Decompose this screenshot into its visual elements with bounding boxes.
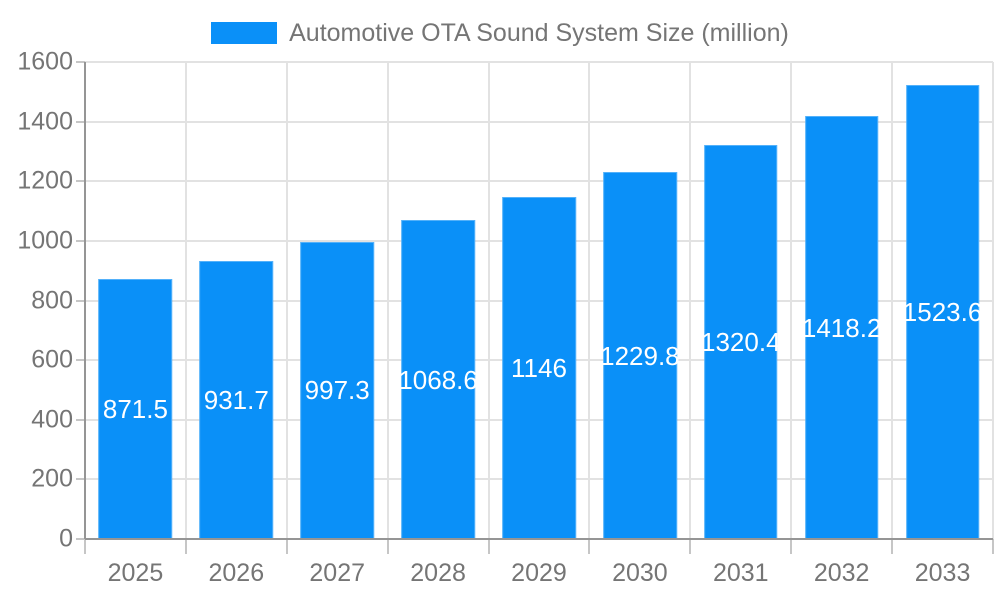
x-axis-category-label: 2027 (309, 559, 366, 587)
bar-2026[interactable] (199, 261, 274, 539)
bar-value-label: 1146 (511, 353, 567, 384)
x-axis-category-label: 2028 (410, 559, 466, 587)
bar-column: 931.7 2026 (186, 62, 287, 587)
legend-label[interactable]: Automotive OTA Sound System Size (millio… (289, 18, 789, 47)
bar-column: 1418.2 2032 (791, 62, 892, 587)
x-axis-category-label: 2025 (107, 559, 164, 587)
bar-value-label: 1068.6 (398, 364, 478, 395)
gridline-vertical (386, 62, 389, 539)
y-axis-tick (76, 538, 85, 540)
bar-2029[interactable] (502, 197, 576, 539)
y-axis-tick (76, 478, 85, 481)
y-axis-tick-label: 1600 (17, 47, 73, 76)
gridline-horizontal (85, 61, 993, 63)
bar-column: 997.3 2027 (287, 62, 388, 587)
bar-value-label: 871.5 (102, 394, 168, 425)
bar-value-label: 1523.6 (902, 296, 983, 327)
x-axis-tick (891, 539, 894, 554)
y-axis-tick (76, 299, 85, 302)
x-axis-tick (992, 539, 994, 554)
bar-2031[interactable] (703, 145, 778, 539)
x-axis-category-label: 2026 (208, 559, 265, 587)
plot-area: 0 200 400 600 800 1000 1200 1400 1600 871.5 2025 93… (17, 49, 994, 587)
bar-2033[interactable] (905, 84, 980, 539)
bar-column: 1068.6 2028 (388, 62, 489, 587)
x-axis-tick (386, 539, 389, 554)
gridline-vertical (689, 62, 692, 539)
bar-2032[interactable] (804, 116, 879, 539)
y-axis-tick (76, 418, 85, 421)
y-axis-tick-label: 200 (31, 464, 73, 493)
x-axis-line (85, 538, 993, 540)
y-axis-tick-label: 1200 (17, 166, 73, 195)
y-axis-tick (76, 120, 85, 123)
x-axis-tick (588, 539, 591, 554)
y-axis-tick-label: 800 (31, 286, 73, 314)
bar-value-label: 1320.4 (701, 327, 781, 358)
gridline-vertical (285, 62, 288, 539)
bar-2027[interactable] (300, 241, 375, 539)
y-axis-tick-label: 0 (59, 524, 73, 553)
x-axis-tick (184, 539, 187, 554)
bar-column: 871.5 2025 (85, 62, 186, 587)
bar-value-label: 931.7 (203, 385, 269, 416)
y-axis-tick (76, 180, 85, 183)
x-axis-category-label: 2032 (813, 559, 870, 587)
bar-2025[interactable] (98, 279, 173, 539)
bar-column: 1523.6 2033 (892, 62, 993, 587)
bar-2028[interactable] (401, 220, 475, 539)
bar-2030[interactable] (603, 172, 677, 539)
bar-value-label: 1418.2 (801, 312, 882, 343)
x-axis-category-label: 2033 (914, 559, 971, 587)
y-axis-tick-label: 1400 (17, 107, 73, 136)
gridline-vertical (184, 62, 187, 539)
gridline-vertical (487, 62, 490, 539)
legend-swatch[interactable] (211, 22, 278, 44)
x-axis-category-label: 2030 (612, 559, 668, 587)
y-axis-tick (76, 239, 85, 242)
y-axis-tick (76, 61, 85, 63)
bar-column: 1320.4 2031 (690, 62, 791, 587)
y-axis-tick-label: 1000 (17, 226, 73, 255)
x-axis-tick (689, 539, 692, 554)
y-axis-tick-label: 400 (31, 405, 73, 434)
gridline-vertical (992, 62, 994, 539)
y-axis-tick (76, 359, 85, 362)
y-axis-tick-label: 600 (31, 345, 73, 374)
bar-value-label: 997.3 (304, 375, 370, 406)
y-axis-line (84, 62, 86, 539)
x-axis-category-label: 2031 (712, 559, 769, 587)
x-axis-tick (84, 539, 86, 554)
gridline-horizontal (85, 120, 993, 123)
gridline-vertical (790, 62, 793, 539)
x-axis-category-label: 2029 (511, 559, 567, 587)
bar-column: 1146 2029 (489, 62, 590, 587)
bar-column: 1229.8 2030 (589, 62, 690, 587)
gridline-vertical (588, 62, 591, 539)
x-axis-tick (790, 539, 793, 554)
x-axis-tick (487, 539, 490, 554)
bar-value-label: 1229.8 (600, 340, 680, 371)
gridline-vertical (891, 62, 894, 539)
x-axis-tick (285, 539, 288, 554)
legend: Automotive OTA Sound System Size (millio… (0, 15, 1000, 51)
gridline-horizontal (85, 180, 993, 183)
